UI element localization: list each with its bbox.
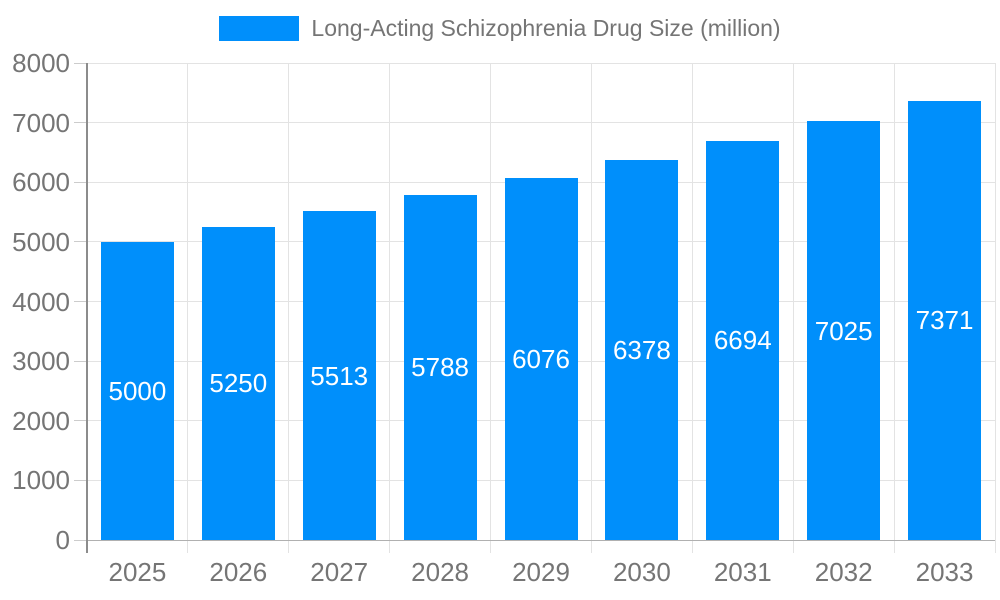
x-tick-label: 2026 (209, 557, 268, 587)
gridline-vertical (288, 63, 290, 553)
legend-label: Long-Acting Schizophrenia Drug Size (mil… (311, 15, 781, 41)
x-axis-baseline (87, 539, 995, 541)
bar[interactable] (807, 121, 881, 540)
y-axis-tick (74, 479, 87, 481)
y-axis-tick (74, 420, 87, 422)
gridline-vertical (490, 63, 492, 553)
y-tick-label: 3000 (12, 346, 70, 377)
legend[interactable]: Long-Acting Schizophrenia Drug Size (mil… (0, 16, 1000, 41)
x-tick-label: 2028 (411, 557, 470, 587)
plot-area: 0 1000 2000 3000 4000 5000 6000 7000 8000 5000 202… (12, 50, 996, 585)
y-axis-tick (74, 360, 87, 362)
x-tick-label: 2033 (915, 557, 974, 587)
y-tick-label: 4000 (12, 286, 70, 317)
bar[interactable] (504, 177, 578, 540)
y-tick-label: 0 (55, 525, 70, 555)
bar-value-label: 6378 (612, 334, 671, 365)
bar[interactable] (605, 159, 679, 540)
bar[interactable] (201, 226, 275, 540)
bar[interactable] (100, 241, 174, 540)
x-tick-label: 2032 (814, 557, 873, 587)
gridline-vertical (893, 63, 895, 553)
bar-value-label: 6694 (713, 325, 772, 356)
x-tick-label: 2030 (612, 557, 671, 587)
bar-value-label: 5788 (411, 352, 470, 383)
y-axis-tick (74, 241, 87, 243)
bar[interactable] (706, 140, 780, 540)
y-axis-tick (74, 62, 87, 64)
y-axis-tick (74, 301, 87, 302)
bar-value-label: 5000 (108, 375, 167, 406)
x-tick-label: 2031 (713, 557, 772, 587)
y-axis-tick (74, 181, 87, 183)
bar[interactable] (908, 100, 982, 540)
gridline-horizontal (87, 122, 995, 124)
y-axis-tick (74, 122, 87, 124)
gridline-vertical (590, 63, 592, 553)
gridline-vertical (187, 63, 189, 553)
y-tick-label: 5000 (12, 226, 70, 257)
y-tick-label: 8000 (12, 48, 70, 78)
bar-value-label: 5250 (209, 368, 268, 399)
gridline-vertical (389, 63, 391, 553)
bar-value-label: 7025 (814, 315, 873, 346)
bar[interactable] (302, 211, 376, 540)
y-axis-line (86, 63, 88, 553)
legend-swatch-icon (219, 16, 300, 41)
y-axis-tick (74, 539, 87, 541)
bar-value-label: 6076 (512, 343, 570, 374)
x-tick-label: 2025 (108, 557, 167, 587)
gridline-vertical (994, 63, 996, 553)
y-tick-label: 1000 (12, 465, 70, 496)
bar-value-label: 5513 (310, 360, 369, 391)
y-tick-label: 6000 (12, 167, 70, 198)
bar[interactable] (403, 194, 477, 540)
x-tick-label: 2027 (310, 557, 369, 587)
y-tick-label: 7000 (12, 107, 70, 138)
bar-value-label: 7371 (915, 305, 974, 336)
gridline-horizontal (87, 62, 995, 64)
gridline-vertical (691, 63, 693, 553)
x-tick-label: 2029 (512, 557, 570, 587)
gridline-vertical (792, 63, 794, 553)
y-tick-label: 2000 (12, 405, 70, 436)
